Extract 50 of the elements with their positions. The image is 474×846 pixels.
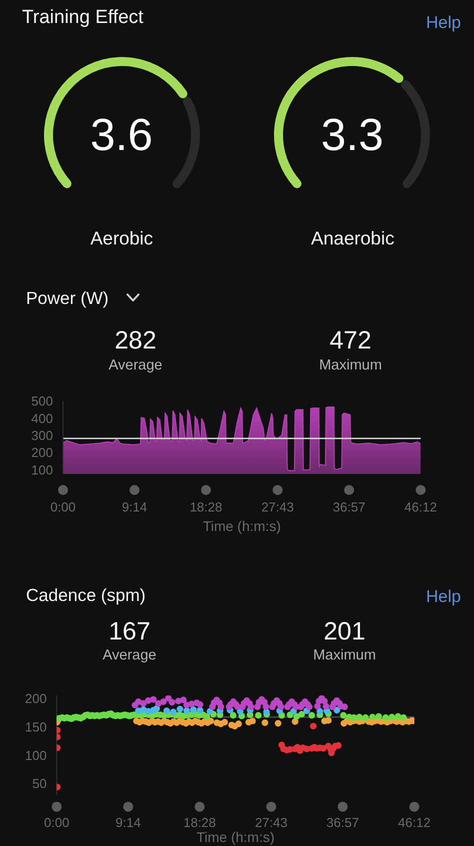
text: Aerobic [90,228,154,249]
point [183,707,190,714]
point [153,705,160,712]
text: 3.6 [90,109,153,161]
text: 472 [330,326,372,356]
y-tick-label: 100 [31,462,53,478]
point [310,722,317,730]
point [145,708,152,715]
point [320,745,327,752]
x-tick-label: 46:12 [398,815,431,830]
x-tick-label: 9:14 [122,500,148,514]
point [176,706,184,712]
y-tick-label: 150 [24,719,47,734]
x-tick-label: 36:57 [326,815,359,830]
y-tick-label: 500 [31,394,53,409]
y-tick-label: 200 [31,445,53,460]
x-tick-label: 0:00 [44,815,70,830]
text: 201 [324,617,366,646]
x-axis-title: Time (h:m:s) [202,518,281,534]
x-axis-title: Time (h:m:s) [196,828,275,845]
x-tick-label: 18:28 [190,500,222,514]
text: Maximum [313,648,376,664]
y-tick-label: 300 [31,428,53,443]
x-tick-label: 9:14 [116,815,141,830]
point [196,706,204,714]
point [190,706,197,713]
text: Training Effect [22,7,144,30]
y-tick-label: 50 [32,776,47,792]
text: 282 [114,326,156,356]
x-tick-label: 0:00 [50,500,76,514]
x-tick-label: 36:57 [332,500,366,514]
text: 167 [108,617,150,646]
chart-title: Cadence (spm) [26,584,146,606]
point [163,707,170,714]
y-tick-label: 100 [24,748,47,763]
chart-title: Power (W) [26,288,109,308]
text: Help [426,12,461,32]
x-tick-label: 27:43 [261,500,294,514]
y-tick-label: 200 [24,690,47,706]
text: Anaerobic [311,228,394,249]
point [316,708,324,715]
text: Average [108,357,162,374]
text: Average [102,648,156,664]
x-tick-label: 46:12 [404,500,437,514]
text: Help [426,588,461,608]
text: Maximum [319,357,382,374]
x-tick-label: 18:28 [183,815,216,830]
x-tick-label: 27:43 [254,815,288,830]
y-tick-label: 400 [31,410,53,426]
text: 3.3 [321,109,384,161]
